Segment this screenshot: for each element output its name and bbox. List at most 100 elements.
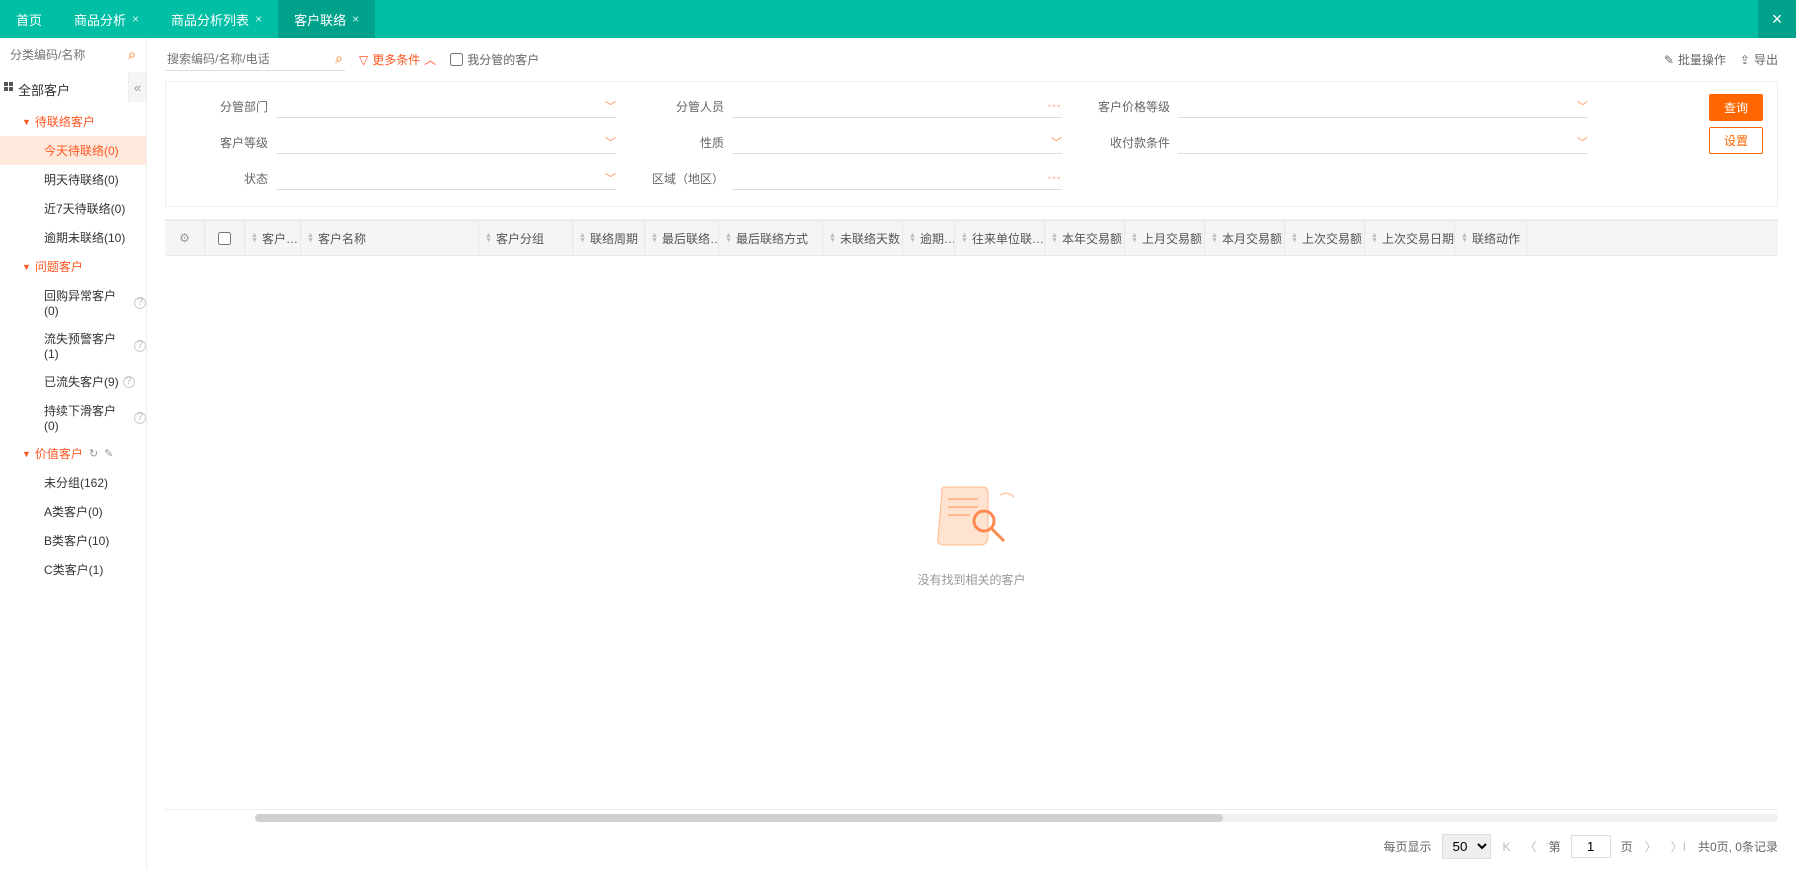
ellipsis-icon: ⋯ — [1047, 169, 1062, 186]
filter-label-nature: 性质 — [640, 134, 724, 151]
pager: 每页显示 50 K 〈 第 页 〉 〉I 共0页, 0条记录 — [147, 824, 1796, 869]
more-conditions-toggle[interactable]: ▽ 更多条件 ︿ — [359, 51, 436, 68]
sidebar-item[interactable]: B类客户(10) — [0, 526, 146, 555]
sort-icon[interactable]: ▲▼ — [1131, 233, 1138, 243]
sort-icon[interactable]: ▲▼ — [1291, 233, 1298, 243]
sort-icon[interactable]: ▲▼ — [909, 233, 916, 243]
sort-icon[interactable]: ▲▼ — [1461, 233, 1468, 243]
my-customers-checkbox-wrap[interactable]: 我分管的客户 — [450, 51, 539, 68]
sidebar-item[interactable]: A类客户(0) — [0, 497, 146, 526]
sort-icon[interactable]: ▲▼ — [1051, 233, 1058, 243]
export-button[interactable]: ⇪ 导出 — [1740, 51, 1778, 68]
sidebar-collapse-button[interactable]: « — [128, 72, 146, 102]
per-page-select[interactable]: 50 — [1442, 834, 1491, 859]
sidebar-group[interactable]: ▼价值客户↻✎ — [0, 439, 146, 468]
pager-next-button[interactable]: 〉 — [1643, 838, 1659, 855]
table-column-header[interactable]: ▲▼ 未联络天数 — [823, 221, 903, 255]
chevron-down-icon: ﹀ — [1051, 134, 1062, 150]
horizontal-scrollbar[interactable] — [165, 814, 1778, 824]
main-search-input[interactable] — [165, 48, 345, 71]
tab[interactable]: 首页 — [0, 0, 58, 38]
filter-field-person[interactable]: ⋯ — [732, 94, 1062, 118]
sidebar-item[interactable]: 近7天待联络(0) — [0, 194, 146, 223]
sidebar-item-label: C类客户(1) — [44, 561, 103, 578]
edit-icon[interactable]: ✎ — [104, 447, 113, 460]
close-icon[interactable]: × — [132, 12, 139, 26]
help-icon[interactable]: ? — [134, 340, 146, 352]
sidebar-item[interactable]: 今天待联络(0) — [0, 136, 146, 165]
pager-first-button[interactable]: K — [1501, 840, 1513, 854]
query-button[interactable]: 查询 — [1709, 94, 1763, 121]
filter-field-region[interactable]: ⋯ — [732, 166, 1062, 190]
table-column-header[interactable]: ▲▼最后联络… — [645, 221, 719, 255]
column-label: 上次交易额 — [1302, 230, 1362, 247]
table-column-header[interactable]: ▲▼联络周期 — [573, 221, 645, 255]
close-all-tabs-button[interactable]: × — [1758, 0, 1796, 38]
tab[interactable]: 客户联络× — [278, 0, 375, 38]
sidebar-item[interactable]: 未分组(162) — [0, 468, 146, 497]
settings-button[interactable]: 设置 — [1709, 127, 1763, 154]
sidebar-group[interactable]: ▼问题客户 — [0, 252, 146, 281]
column-label: 未联络天数 — [840, 230, 900, 247]
table-column-header[interactable]: ▲▼客户… — [245, 221, 301, 255]
export-label: 导出 — [1754, 51, 1778, 68]
sidebar-item[interactable]: C类客户(1) — [0, 555, 146, 584]
my-customers-checkbox[interactable] — [450, 53, 463, 66]
help-icon[interactable]: ? — [123, 376, 135, 388]
table-column-header[interactable]: ▲▼本年交易额 — [1045, 221, 1125, 255]
sort-icon[interactable]: ▲▼ — [1371, 233, 1378, 243]
sidebar-item[interactable]: 持续下滑客户(0)? — [0, 396, 146, 439]
table-column-header[interactable]: ▲▼联络动作 — [1455, 221, 1527, 255]
select-all-checkbox[interactable] — [218, 232, 231, 245]
sort-icon[interactable]: ▲▼ — [251, 233, 258, 243]
tab-label: 首页 — [16, 10, 42, 29]
help-icon[interactable]: ? — [134, 297, 146, 309]
sidebar-group[interactable]: ▼待联络客户 — [0, 107, 146, 136]
pager-prev-button[interactable]: 〈 — [1523, 838, 1539, 855]
sidebar-item[interactable]: 明天待联络(0) — [0, 165, 146, 194]
help-icon[interactable]: ? — [134, 412, 146, 424]
filter-field-price-level[interactable]: ﹀ — [1178, 94, 1588, 118]
filter-field-nature[interactable]: ﹀ — [732, 130, 1062, 154]
pager-summary: 共0页, 0条记录 — [1698, 838, 1778, 855]
pager-last-button[interactable]: 〉I — [1669, 838, 1688, 855]
sidebar-item[interactable]: 逾期未联络(10) — [0, 223, 146, 252]
sidebar-item[interactable]: 流失预警客户(1)? — [0, 324, 146, 367]
sort-icon[interactable]: ▲▼ — [579, 233, 586, 243]
sidebar-item[interactable]: 回购异常客户(0)? — [0, 281, 146, 324]
sidebar-header[interactable]: 全部客户 « — [0, 72, 146, 107]
table-column-header[interactable]: ▲▼最后联络方式 — [719, 221, 823, 255]
table-column-header[interactable]: ▲▼上月交易额 — [1125, 221, 1205, 255]
sort-icon[interactable]: ▲▼ — [961, 233, 968, 243]
table-settings-button[interactable]: ⚙ — [165, 221, 205, 255]
tab[interactable]: 商品分析列表× — [155, 0, 278, 38]
table-column-header[interactable]: ▲▼客户分组 — [479, 221, 573, 255]
sort-icon[interactable]: ▲▼ — [307, 233, 314, 243]
search-icon[interactable]: ⌕ — [128, 46, 136, 63]
filter-field-cust-level[interactable]: ﹀ — [276, 130, 616, 154]
page-input[interactable] — [1571, 835, 1611, 858]
sort-icon[interactable]: ▲▼ — [1211, 233, 1218, 243]
sort-icon[interactable]: ▲▼ — [829, 233, 836, 243]
refresh-icon[interactable]: ↻ — [89, 447, 98, 460]
filter-field-pay-terms[interactable]: ﹀ — [1178, 130, 1588, 154]
close-icon[interactable]: × — [255, 12, 262, 26]
table-column-header[interactable]: ▲▼上次交易日期 — [1365, 221, 1455, 255]
sidebar-item[interactable]: 已流失客户(9)? — [0, 367, 146, 396]
filter-field-status[interactable]: ﹀ — [276, 166, 616, 190]
sidebar-search-input[interactable] — [8, 44, 138, 66]
sort-icon[interactable]: ▲▼ — [485, 233, 492, 243]
tab[interactable]: 商品分析× — [58, 0, 155, 38]
table-column-header[interactable]: ▲▼ 上次交易额 — [1285, 221, 1365, 255]
sort-icon[interactable]: ▲▼ — [725, 233, 732, 243]
filter-field-dept[interactable]: ﹀ — [276, 94, 616, 118]
table-column-header[interactable]: ▲▼客户名称 — [301, 221, 479, 255]
table-column-header[interactable]: ▲▼ 本月交易额 — [1205, 221, 1285, 255]
column-label: 本月交易额 — [1222, 230, 1282, 247]
table-column-header[interactable]: ▲▼逾期… — [903, 221, 955, 255]
table-column-header[interactable]: ▲▼往来单位联… — [955, 221, 1045, 255]
search-icon[interactable]: ⌕ — [335, 50, 343, 67]
close-icon[interactable]: × — [352, 12, 359, 26]
sort-icon[interactable]: ▲▼ — [651, 233, 658, 243]
batch-action-button[interactable]: ✎ 批量操作 — [1664, 51, 1726, 68]
